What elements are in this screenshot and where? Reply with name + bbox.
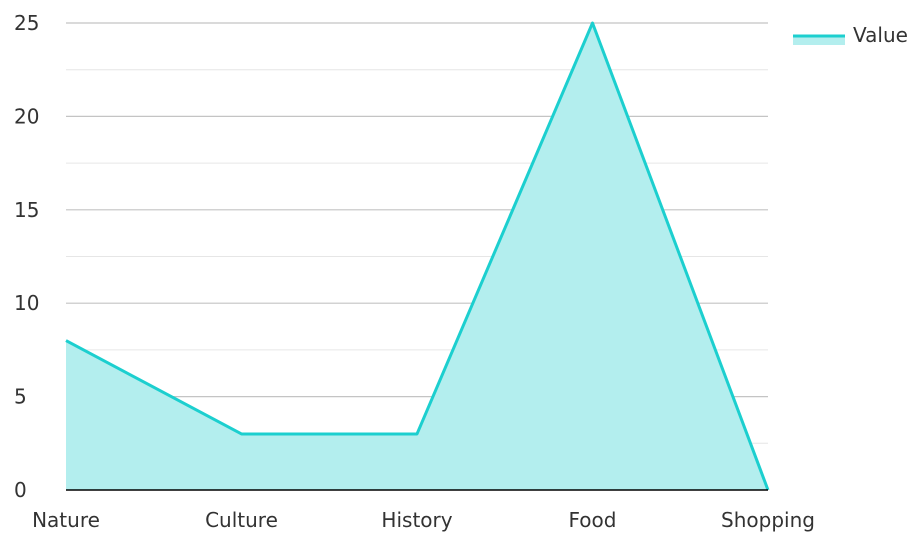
x-tick-label: History — [381, 508, 452, 532]
legend: Value — [793, 23, 908, 47]
y-tick-label: 5 — [14, 385, 27, 409]
y-tick-label: 25 — [14, 11, 39, 35]
x-tick-label: Culture — [205, 508, 278, 532]
legend-label: Value — [853, 23, 908, 47]
x-tick-label: Shopping — [721, 508, 815, 532]
y-tick-label: 15 — [14, 198, 39, 222]
x-tick-label: Nature — [32, 508, 100, 532]
legend-swatch-fill — [793, 35, 845, 45]
y-tick-label: 20 — [14, 104, 39, 128]
y-axis-tick-labels: 0 5 10 15 20 25 — [14, 11, 39, 502]
y-tick-label: 10 — [14, 291, 39, 315]
grid-lines — [66, 22, 768, 444]
series-area-fill — [66, 23, 768, 490]
x-axis-tick-labels: Nature Culture History Food Shopping — [32, 508, 815, 532]
series-area-layer — [65, 21, 770, 491]
y-tick-label: 0 — [14, 478, 27, 502]
x-tick-label: Food — [569, 508, 617, 532]
series-line — [65, 21, 770, 491]
